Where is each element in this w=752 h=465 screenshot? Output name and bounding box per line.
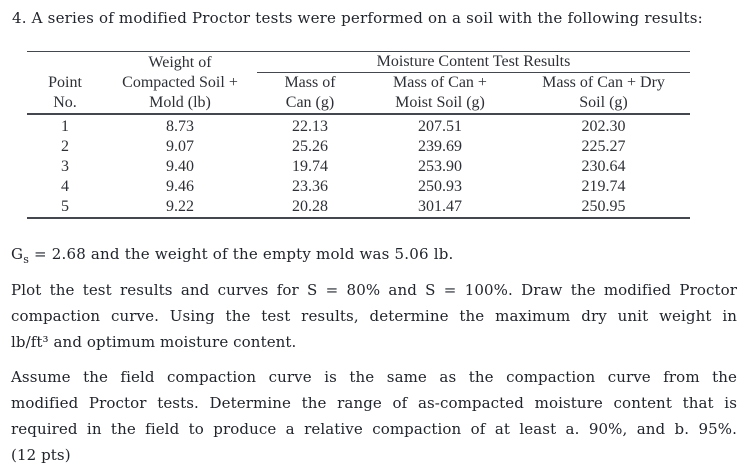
cell-weight: 9.46 (166, 178, 194, 195)
header-line: Moist Soil (g) (395, 94, 485, 111)
gs-text: = 2.68 and the weight of the empty mold … (29, 245, 454, 263)
col-header-mass-can-dry-soil: Mass of Can + Dry Soil (g) (517, 72, 691, 115)
cell-mass-dry: 250.95 (581, 198, 626, 215)
cell-mass-dry: 230.64 (581, 158, 626, 175)
field-compaction-paragraph: Assume the field compaction curve is the… (11, 364, 737, 465)
cell-point-no: 3 (61, 158, 69, 175)
cell-mass-moist: 250.93 (418, 178, 462, 195)
table-row: 3 9.40 19.74 253.90 230.64 (27, 157, 690, 177)
paragraph-line: modified Proctor tests. Determine the ra… (11, 394, 737, 412)
col-header-mass-can-moist-soil: Mass of Can + Moist Soil (g) (363, 72, 517, 115)
cell-weight: 8.73 (166, 118, 194, 135)
cell-weight: 9.07 (166, 138, 194, 155)
header-line: Soil (g) (579, 94, 628, 111)
paragraph-line: Assume the field compaction curve is the… (11, 368, 737, 386)
header-line: Compacted Soil + (122, 73, 238, 91)
cell-mass-moist: 301.47 (418, 198, 462, 215)
cell-mass-can: 22.13 (292, 118, 328, 135)
col-header-weight-soil-mold: Weight of Compacted Soil + Mold (lb) (103, 51, 257, 115)
cell-mass-can: 19.74 (292, 158, 328, 175)
cell-mass-dry: 219.74 (581, 178, 626, 195)
table-row: 2 9.07 25.26 239.69 225.27 (27, 137, 690, 157)
cell-point-no: 4 (61, 178, 69, 195)
header-line: Weight of (148, 53, 212, 71)
cell-weight: 9.40 (166, 158, 194, 175)
paragraph-line: compaction curve. Using the test results… (11, 307, 737, 325)
cell-mass-moist: 239.69 (418, 138, 462, 155)
header-line: Mold (lb) (149, 93, 211, 111)
cell-mass-moist: 207.51 (418, 118, 462, 135)
table-body: 1 8.73 22.13 207.51 202.30 2 9.07 25.26 … (27, 114, 690, 218)
cell-point-no: 1 (61, 118, 69, 135)
cell-point-no: 2 (61, 138, 69, 155)
proctor-results-table: Point No. Weight of Compacted Soil + Mol… (27, 51, 691, 219)
table-header: Point No. Weight of Compacted Soil + Mol… (27, 51, 691, 115)
cell-mass-can: 25.26 (292, 138, 328, 155)
moisture-content-span-header: Moisture Content Test Results (257, 51, 691, 73)
problem-title: 4. A series of modified Proctor tests we… (12, 9, 703, 27)
header-line: Mass of (284, 74, 336, 91)
cell-mass-can: 23.36 (292, 178, 328, 195)
header-line: Can (g) (285, 94, 335, 111)
cell-mass-dry: 202.30 (581, 118, 626, 135)
gs-note: Gs = 2.68 and the weight of the empty mo… (11, 243, 752, 265)
paragraph-line: lb/ft³ and optimum moisture content. (11, 333, 297, 351)
col-header-point-no: Point No. (27, 51, 103, 115)
paragraph-line: Plot the test results and curves for S =… (11, 281, 737, 299)
header-line: Mass of Can + (393, 74, 487, 91)
gs-subscript: s (23, 253, 30, 266)
cell-point-no: 5 (61, 198, 69, 215)
gs-symbol: G (11, 245, 24, 263)
table-row: 1 8.73 22.13 207.51 202.30 (27, 114, 690, 137)
plot-task-paragraph: Plot the test results and curves for S =… (11, 277, 737, 355)
cell-weight: 9.22 (166, 198, 194, 215)
header-line: Point (48, 74, 82, 91)
paragraph-line: required in the field to produce a relat… (11, 420, 737, 438)
table-row: 4 9.46 23.36 250.93 219.74 (27, 177, 690, 197)
paragraph-line: (12 pts) (11, 446, 71, 464)
header-line: No. (53, 94, 77, 111)
table-row: 5 9.22 20.28 301.47 250.95 (27, 197, 690, 218)
cell-mass-moist: 253.90 (418, 158, 462, 175)
header-line: Mass of Can + Dry (542, 74, 665, 91)
cell-mass-dry: 225.27 (581, 138, 626, 155)
cell-mass-can: 20.28 (292, 198, 328, 215)
col-header-mass-of-can: Mass of Can (g) (257, 72, 363, 115)
